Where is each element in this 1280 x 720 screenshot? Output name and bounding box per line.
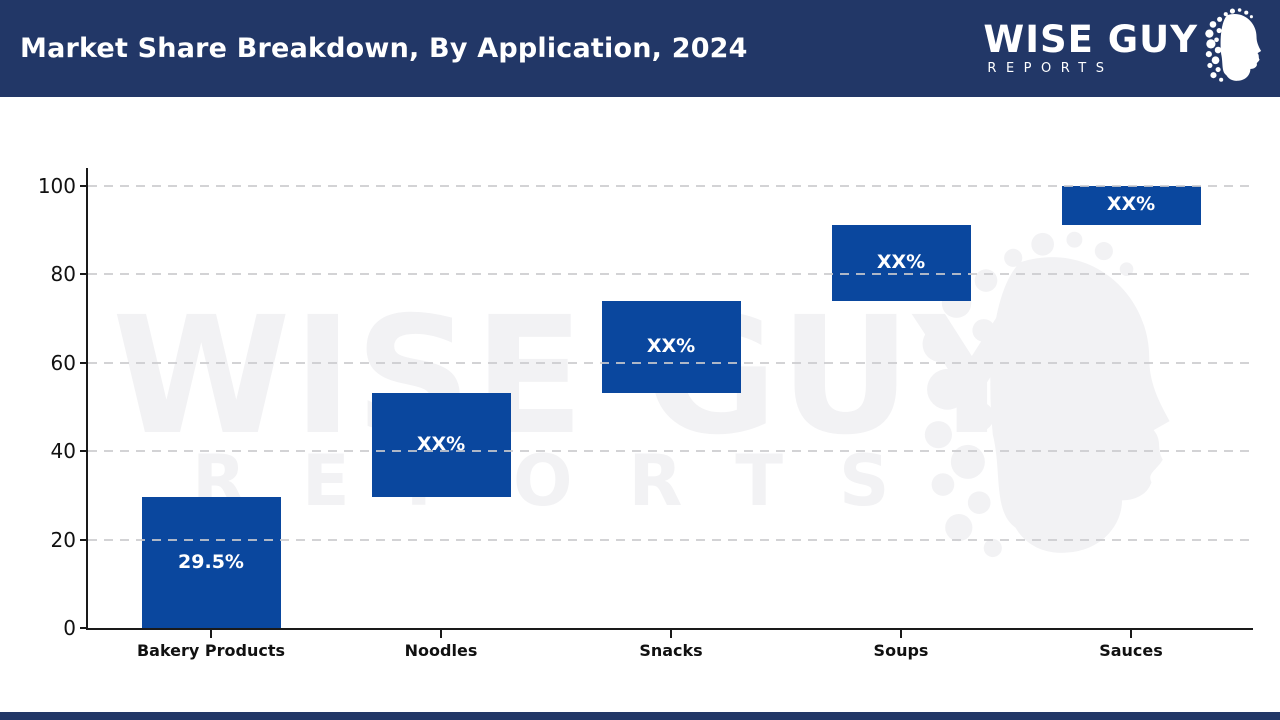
x-axis-tick <box>670 630 672 638</box>
header-bar: Market Share Breakdown, By Application, … <box>0 0 1280 97</box>
bar-segment-snacks <box>601 300 741 394</box>
y-axis-tick-label: 40 <box>50 439 76 463</box>
x-axis-line <box>86 628 1253 630</box>
bar-segment-sauces <box>1061 185 1201 226</box>
logo-wordmark: WISE GUY <box>983 18 1198 61</box>
bar-segment-noodles <box>371 393 511 498</box>
dotted-head-logo-icon <box>1204 7 1266 90</box>
x-axis-category-label: Soups <box>873 641 929 660</box>
x-axis-tick <box>210 630 212 638</box>
y-gridline <box>88 273 1253 275</box>
bar-value-label: XX% <box>416 433 466 456</box>
logo-subtitle: REPORTS <box>987 61 1114 76</box>
y-axis-tick <box>80 450 88 452</box>
y-axis-tick <box>80 273 88 275</box>
y-axis-tick-label: 0 <box>63 616 76 640</box>
y-gridline <box>88 184 1253 187</box>
y-axis-tick-label: 80 <box>50 262 76 286</box>
y-gridline <box>88 450 1253 452</box>
bar-value-label: XX% <box>876 250 926 273</box>
y-axis-tick-label: 20 <box>50 527 76 552</box>
bar-value-label: XX% <box>646 335 696 357</box>
x-axis-tick <box>900 630 902 638</box>
y-axis-tick <box>80 627 88 629</box>
bar-segment-soups <box>831 225 971 301</box>
bar-value-label: 29.5% <box>178 550 244 573</box>
y-axis-tick-label: 60 <box>50 350 76 375</box>
x-axis-tick <box>440 630 442 638</box>
page-title: Market Share Breakdown, By Application, … <box>20 33 748 64</box>
y-axis-tick <box>80 361 88 364</box>
x-axis-tick <box>1130 630 1132 638</box>
x-axis-category-label: Sauces <box>1099 641 1163 660</box>
x-axis-category-label: Snacks <box>639 641 703 660</box>
footer-bar <box>0 712 1280 720</box>
watermark-wordmark: WISE GUY <box>112 283 1033 471</box>
bar-segment-bakery-products <box>141 497 281 628</box>
y-gridline <box>88 538 1253 541</box>
y-axis-tick <box>80 538 88 541</box>
wise-guy-reports-logo: WISE GUY REPORTS <box>983 7 1280 90</box>
y-axis-tick-label: 100 <box>37 173 76 198</box>
x-axis-category-label: Noodles <box>404 641 478 660</box>
logo-text: WISE GUY REPORTS <box>983 21 1198 76</box>
watermark-subtitle: REPORTS <box>192 440 946 522</box>
bar-value-label: XX% <box>1106 193 1156 216</box>
y-axis-line <box>86 168 88 630</box>
y-gridline <box>88 361 1253 364</box>
y-axis-tick <box>80 184 88 187</box>
x-axis-category-label: Bakery Products <box>136 641 286 660</box>
